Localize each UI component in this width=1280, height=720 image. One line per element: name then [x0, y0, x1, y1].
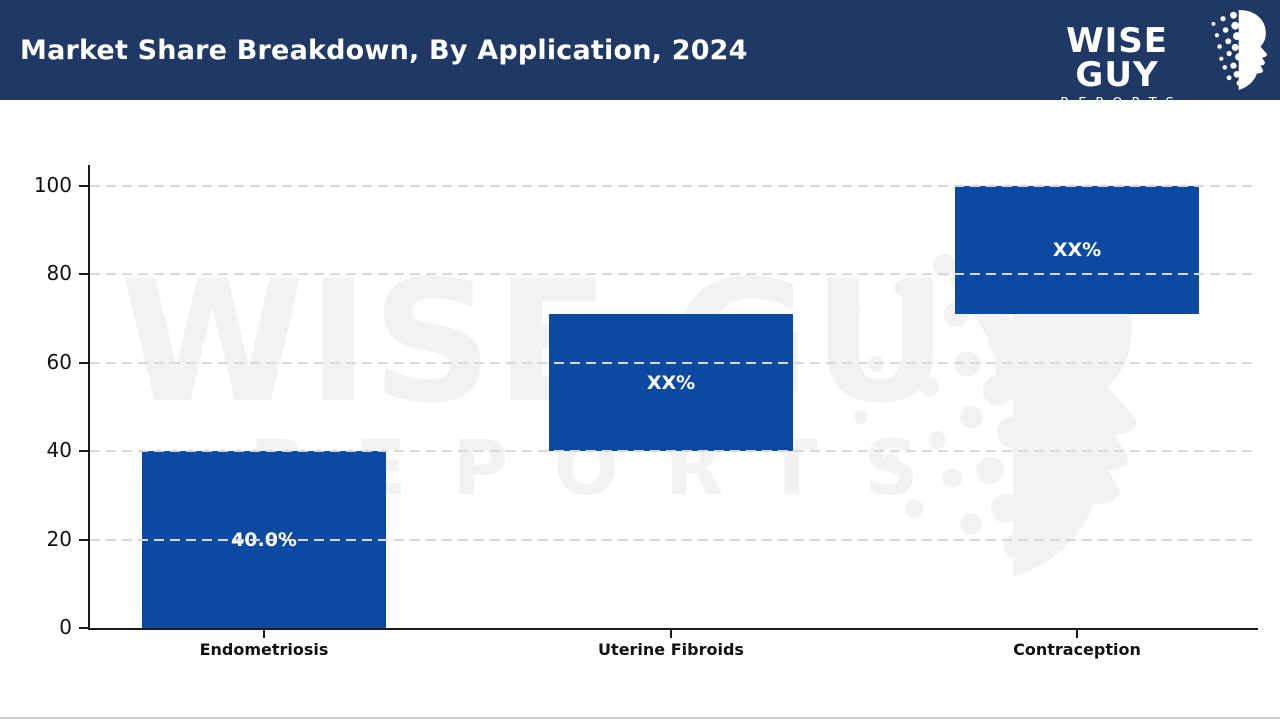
logo-text: WISE GUY REPORTS	[1022, 24, 1212, 111]
gridline-60	[90, 361, 1256, 364]
bar-value-label-uterine-fibroids: XX%	[646, 371, 696, 394]
y-tick-mark-20	[79, 538, 89, 541]
gridline-20	[90, 538, 1256, 541]
y-tick-label-80: 80	[46, 261, 72, 286]
y-tick-mark-40	[79, 450, 89, 453]
y-tick-label-0: 0	[59, 615, 72, 639]
x-axis-line	[88, 628, 1258, 630]
bottom-border-line	[0, 717, 1280, 719]
bar-value-label-contraception: XX%	[1052, 239, 1102, 262]
y-tick-label-60: 60	[46, 349, 72, 374]
y-axis-line	[88, 165, 90, 630]
y-tick-label-40: 40	[46, 438, 72, 463]
x-tick-mark-uterine-fibroids	[670, 630, 672, 638]
bar-contraception: XX%	[955, 186, 1199, 315]
x-tick-label-uterine-fibroids: Uterine Fibroids	[598, 640, 744, 659]
bar-uterine-fibroids: XX%	[549, 314, 793, 452]
page-title: Market Share Breakdown, By Application, …	[20, 34, 748, 66]
x-tick-mark-endometriosis	[263, 630, 265, 638]
wiseguy-reports-logo: WISE GUY REPORTS	[1022, 4, 1272, 111]
logo-subtitle: REPORTS	[1060, 96, 1183, 111]
gridline-100	[90, 185, 1256, 187]
x-tick-mark-contraception	[1076, 630, 1078, 638]
gridline-40	[90, 450, 1256, 453]
y-tick-mark-80	[79, 273, 89, 276]
gridline-80	[90, 273, 1256, 276]
y-tick-mark-0	[79, 627, 89, 629]
logo-wordmark: WISE GUY	[1066, 21, 1168, 95]
y-tick-mark-60	[79, 361, 89, 364]
y-tick-label-20: 20	[46, 526, 72, 551]
logo-face-dots-icon	[1211, 10, 1267, 90]
y-tick-mark-100	[79, 185, 89, 187]
y-tick-label-100: 100	[33, 173, 72, 197]
x-tick-label-endometriosis: Endometriosis	[199, 640, 329, 659]
x-tick-label-contraception: Contraception	[1013, 640, 1141, 659]
header-bar: Market Share Breakdown, By Application, …	[0, 0, 1280, 111]
